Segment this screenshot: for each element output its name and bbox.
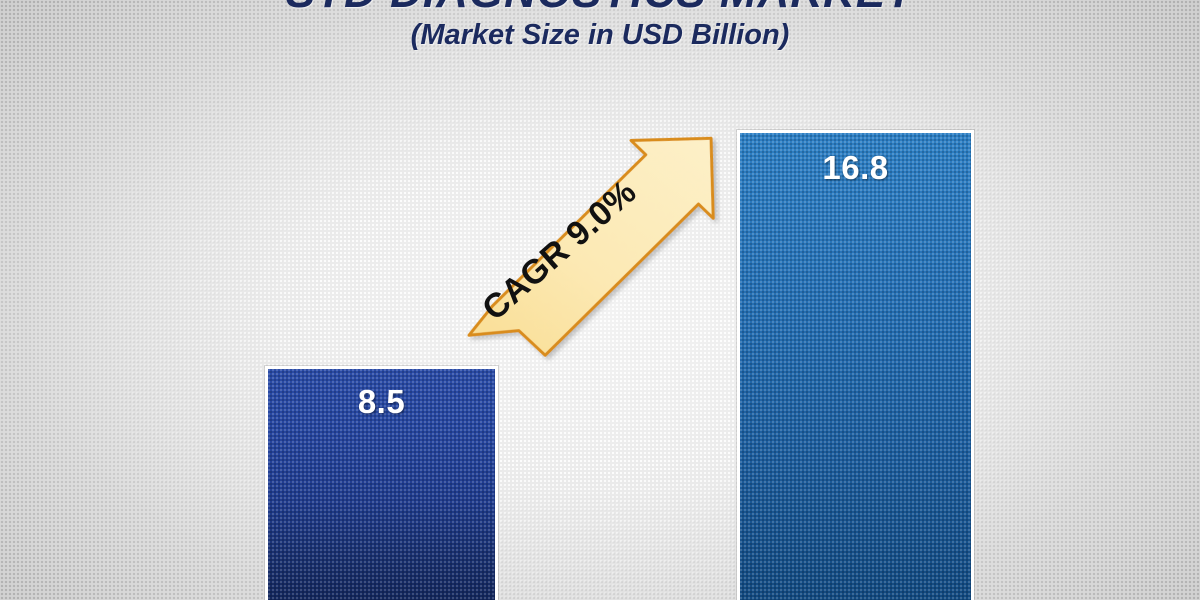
bar-fill — [740, 133, 971, 600]
bar-forecast: 16.8 — [737, 130, 974, 600]
bar-value-label: 8.5 — [357, 383, 406, 420]
bar-value-label: 16.8 — [822, 149, 889, 186]
bar-halftone-texture — [740, 133, 971, 600]
bar-halftone-texture — [268, 369, 495, 600]
bar-fill — [268, 369, 495, 600]
bar-2017: 8.5 — [265, 366, 498, 600]
